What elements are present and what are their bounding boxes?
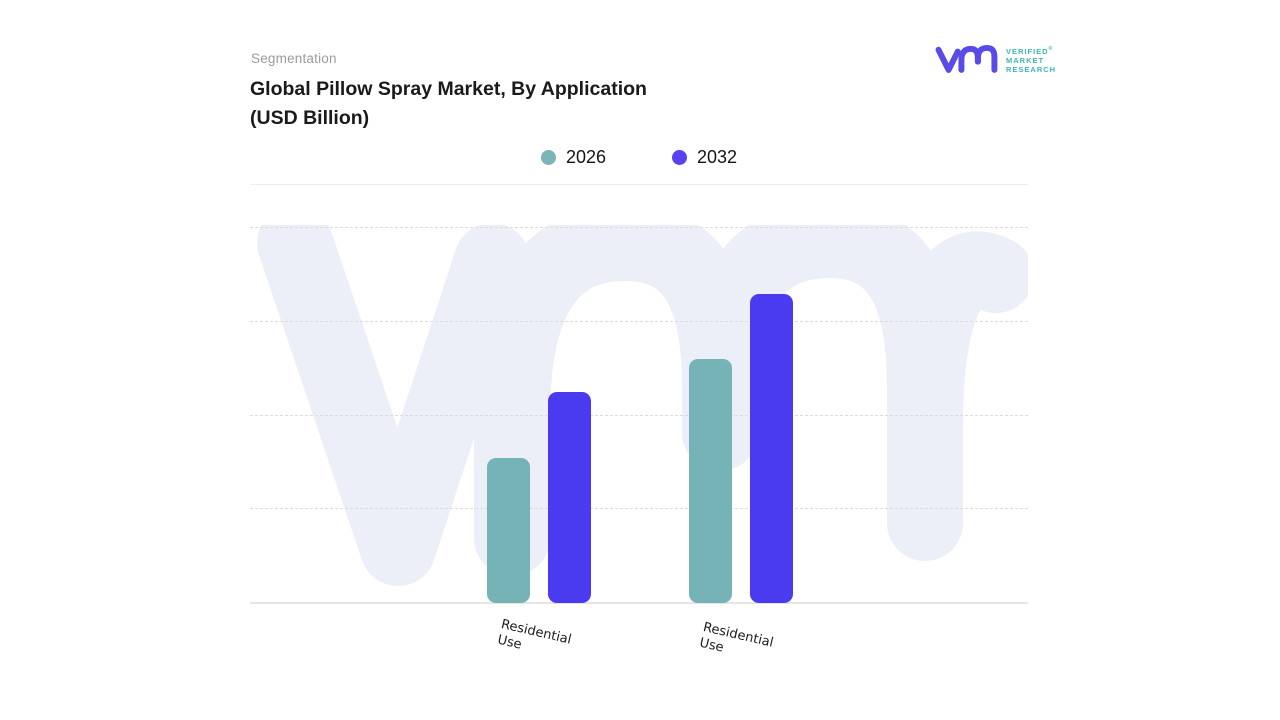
- gridline-3: [250, 321, 1028, 322]
- gridline-1: [250, 508, 1028, 509]
- bar-2026-group1: [487, 458, 530, 603]
- legend-dot-icon-2026: [540, 150, 556, 165]
- plot-area: Residential Use Residential Use: [250, 225, 1028, 656]
- registered-mark: ®: [1048, 46, 1053, 52]
- brand-word-research: RESEARCH: [1006, 65, 1057, 74]
- vmr-logo-icon: [935, 44, 998, 73]
- brand-word-market: MARKET: [1006, 56, 1045, 65]
- chart-legend: 2026 2032: [250, 147, 1028, 168]
- x-axis-label-group2: Residential Use: [698, 620, 775, 656]
- gridline-4: [250, 227, 1028, 228]
- legend-item-2032: 2032: [672, 147, 737, 168]
- header-separator: [250, 184, 1028, 185]
- legend-item-2026: 2026: [540, 147, 606, 168]
- legend-dot-icon-2032: [672, 150, 687, 165]
- x-axis-label-group1: Residential Use: [496, 617, 573, 653]
- gridline-2: [250, 415, 1028, 416]
- page-title: Global Pillow Spray Market, By Applicati…: [250, 75, 770, 133]
- bar-2032-group2: [750, 294, 793, 603]
- legend-label-2026: 2026: [565, 147, 606, 167]
- brand-word-verified: VERIFIED®: [1006, 46, 1053, 56]
- bar-2026-group2: [689, 359, 732, 603]
- eyebrow-label: Segmentation: [251, 51, 337, 66]
- vmr-watermark-icon: [257, 225, 1028, 586]
- bar-2032-group1: [548, 392, 591, 603]
- brand-wordmark: VERIFIED® MARKET RESEARCH: [1006, 45, 1056, 74]
- page-title-line2: (USD Billion): [250, 107, 370, 129]
- brand-logo: VERIFIED® MARKET RESEARCH: [933, 40, 1056, 76]
- legend-label-2032: 2032: [697, 147, 738, 167]
- page-title-line1: Global Pillow Spray Market, By Applicati…: [250, 78, 647, 100]
- x-axis-line: [250, 602, 1028, 604]
